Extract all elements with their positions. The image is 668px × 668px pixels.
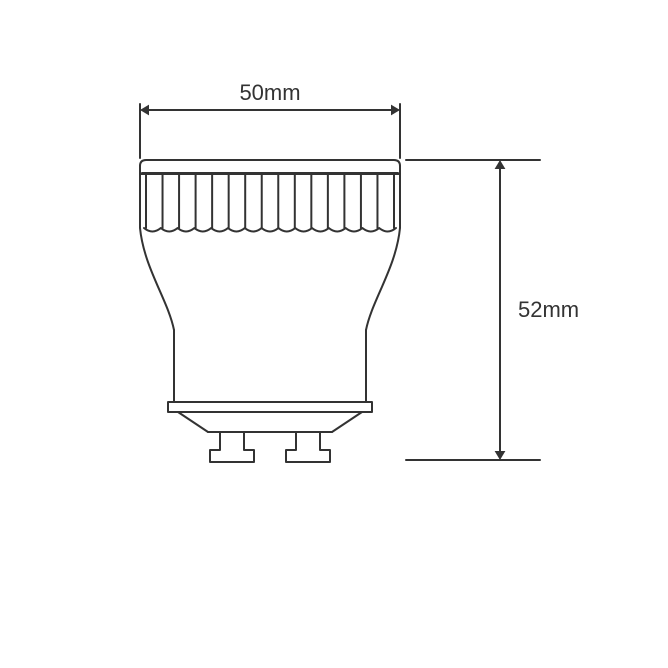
- bulb-outline: [140, 160, 400, 462]
- bulb-dimension-diagram: 50mm 52mm: [0, 0, 668, 668]
- width-dimension-label: 50mm: [239, 80, 300, 105]
- height-dimension-label: 52mm: [518, 297, 579, 322]
